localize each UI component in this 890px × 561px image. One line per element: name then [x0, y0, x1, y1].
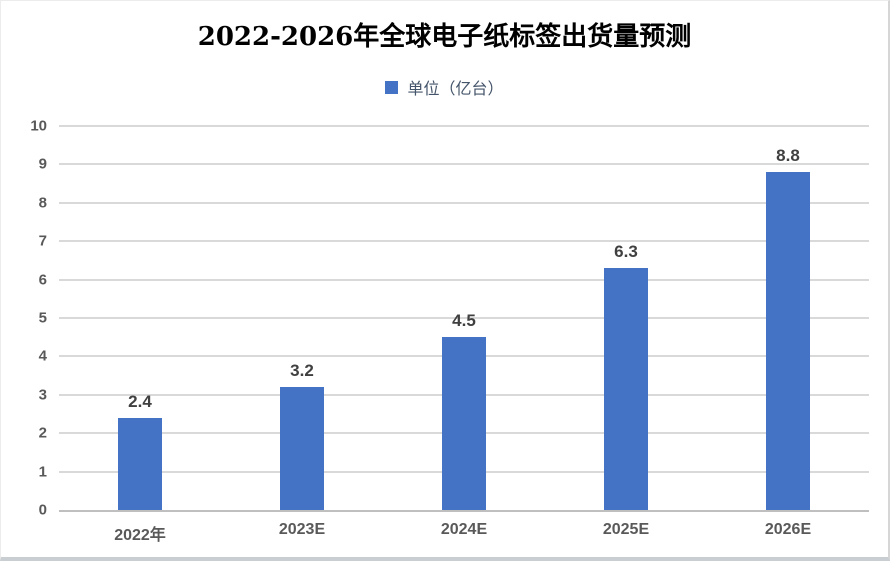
y-axis-tick-label: 1 — [38, 463, 47, 481]
y-axis-tick-label: 6 — [38, 271, 47, 289]
y-axis-tick-label: 8 — [38, 194, 47, 212]
bar — [280, 387, 324, 510]
gridline — [59, 278, 869, 281]
y-axis-tick-label: 5 — [38, 309, 47, 327]
gridline — [59, 240, 869, 243]
x-axis-category-label: 2026E — [764, 521, 812, 538]
gridline — [59, 201, 869, 204]
y-axis-tick-label: 3 — [38, 386, 47, 404]
plot-area: 2.4 3.2 4.5 6.3 8.8 — [59, 125, 869, 512]
bar-slot: 3.2 — [221, 126, 383, 510]
x-axis: 2022年 2023E 2024E 2025E 2026E — [59, 521, 869, 547]
bar — [442, 337, 486, 510]
bar-value-label: 6.3 — [614, 242, 638, 262]
bar — [766, 172, 810, 510]
gridline — [59, 163, 869, 166]
legend: 单位（亿台） — [1, 75, 888, 99]
y-axis-tick-label: 10 — [30, 117, 47, 135]
bar-slot: 6.3 — [545, 126, 707, 510]
y-axis-tick-label: 7 — [38, 232, 47, 250]
legend-label: 单位（亿台） — [407, 81, 504, 98]
x-axis-category-label: 2022年 — [114, 527, 166, 544]
bar-slot: 4.5 — [383, 126, 545, 510]
gridline — [59, 317, 869, 319]
bar-value-label: 4.5 — [452, 311, 476, 331]
y-axis-tick-label: 2 — [38, 424, 47, 442]
x-axis-category-label: 2024E — [440, 521, 488, 538]
bar — [118, 417, 162, 510]
y-axis-tick-label: 0 — [38, 501, 47, 519]
y-axis: 0 1 2 3 4 5 6 7 8 9 10 — [1, 118, 47, 519]
bar-value-label: 3.2 — [290, 361, 314, 381]
x-axis-category-label: 2025E — [602, 521, 650, 538]
bar-value-label: 2.4 — [128, 391, 152, 411]
bar — [604, 268, 648, 510]
y-axis-tick-label: 9 — [38, 155, 47, 173]
bar-slot: 2.4 — [59, 126, 221, 510]
bar-value-label: 8.8 — [776, 146, 800, 166]
gridline — [59, 125, 869, 127]
bar-slot: 8.8 — [707, 126, 869, 510]
y-axis-tick-label: 4 — [38, 347, 47, 365]
chart-title: 2022-2026年全球电子纸标签出货量预测 — [197, 22, 692, 52]
x-axis-category-label: 2023E — [278, 521, 326, 538]
legend-swatch-icon — [385, 80, 399, 94]
